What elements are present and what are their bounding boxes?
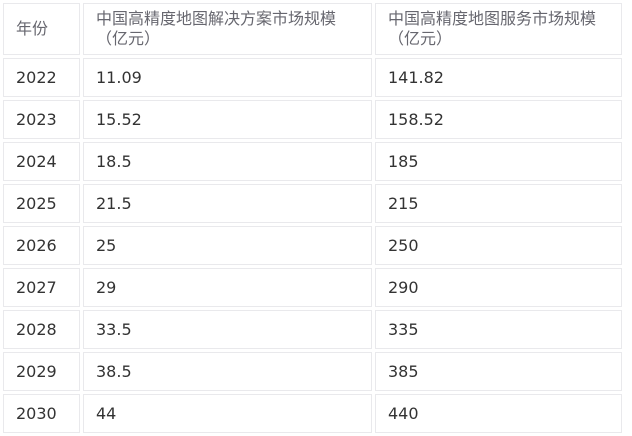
cell-solution-market-value: 44 xyxy=(83,394,372,433)
cell-service-market-value: 440 xyxy=(375,394,622,433)
cell-service-market-value: 335 xyxy=(375,310,622,349)
column-header-solution-market: 中国高精度地图解决方案市场规模 （亿元） xyxy=(83,3,372,55)
table-row: 2023 15.52 158.52 xyxy=(3,100,622,139)
table-row: 2027 29 290 xyxy=(3,268,622,307)
cell-year: 2022 xyxy=(3,58,80,97)
cell-year: 2030 xyxy=(3,394,80,433)
table-row: 2030 44 440 xyxy=(3,394,622,433)
table-row: 2024 18.5 185 xyxy=(3,142,622,181)
table-row: 2025 21.5 215 xyxy=(3,184,622,223)
cell-solution-market-value: 33.5 xyxy=(83,310,372,349)
cell-service-market-value: 290 xyxy=(375,268,622,307)
cell-year: 2027 xyxy=(3,268,80,307)
cell-solution-market-value: 11.09 xyxy=(83,58,372,97)
cell-service-market-value: 385 xyxy=(375,352,622,391)
cell-year: 2028 xyxy=(3,310,80,349)
column-header-unit: （亿元） xyxy=(96,29,161,48)
cell-year: 2024 xyxy=(3,142,80,181)
column-header-label: 中国高精度地图服务市场规模 xyxy=(388,9,597,28)
header-row: 年份 中国高精度地图解决方案市场规模 （亿元） 中国高精度地图服务市场规模 （亿元） xyxy=(3,3,622,55)
column-header-label: 中国高精度地图解决方案市场规模 xyxy=(96,9,337,28)
column-header-service-market: 中国高精度地图服务市场规模 （亿元） xyxy=(375,3,622,55)
cell-solution-market-value: 18.5 xyxy=(83,142,372,181)
cell-service-market-value: 158.52 xyxy=(375,100,622,139)
table-row: 2022 11.09 141.82 xyxy=(3,58,622,97)
cell-year: 2025 xyxy=(3,184,80,223)
cell-service-market-value: 141.82 xyxy=(375,58,622,97)
cell-service-market-value: 215 xyxy=(375,184,622,223)
cell-year: 2023 xyxy=(3,100,80,139)
cell-solution-market-value: 21.5 xyxy=(83,184,372,223)
cell-solution-market-value: 29 xyxy=(83,268,372,307)
cell-year: 2026 xyxy=(3,226,80,265)
cell-service-market-value: 250 xyxy=(375,226,622,265)
cell-solution-market-value: 25 xyxy=(83,226,372,265)
table-row: 2028 33.5 335 xyxy=(3,310,622,349)
column-header-label: 年份 xyxy=(16,19,49,38)
column-header-unit: （亿元） xyxy=(388,29,453,48)
cell-solution-market-value: 38.5 xyxy=(83,352,372,391)
cell-service-market-value: 185 xyxy=(375,142,622,181)
table-row: 2026 25 250 xyxy=(3,226,622,265)
column-header-year: 年份 xyxy=(3,3,80,55)
cell-year: 2029 xyxy=(3,352,80,391)
table-row: 2029 38.5 385 xyxy=(3,352,622,391)
cell-solution-market-value: 15.52 xyxy=(83,100,372,139)
